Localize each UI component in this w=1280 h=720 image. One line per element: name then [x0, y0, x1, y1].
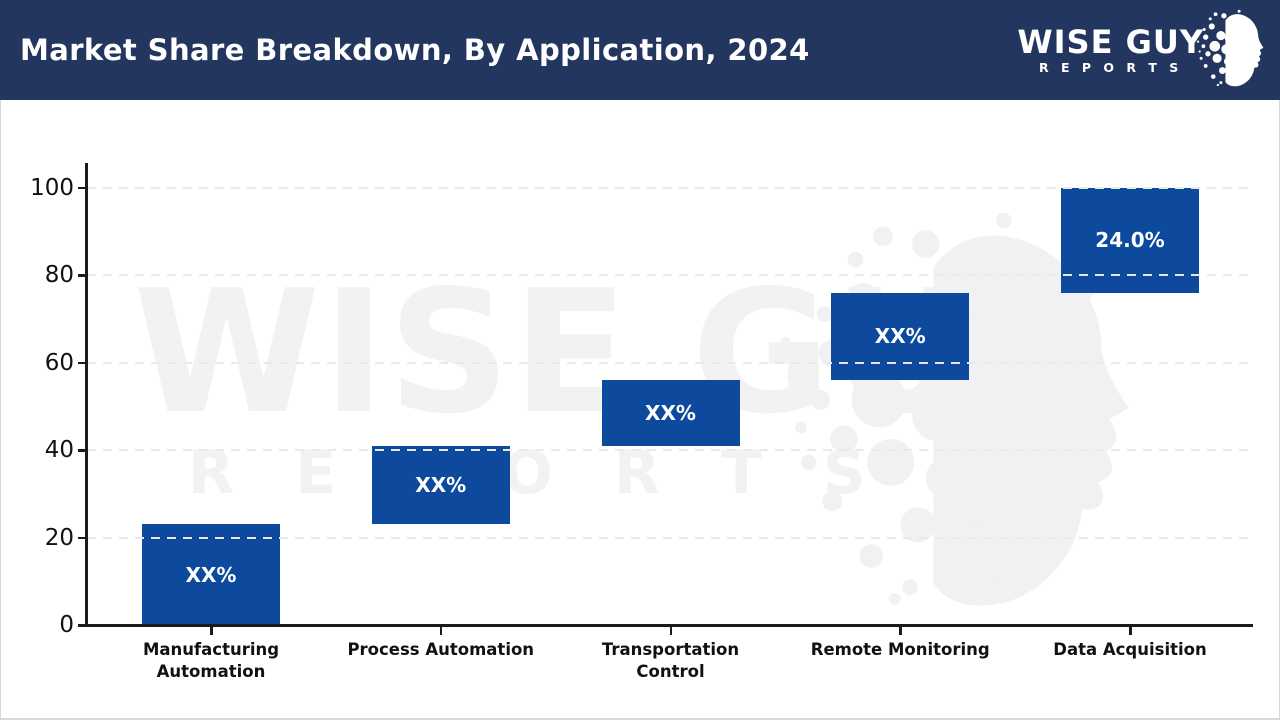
grid-line — [87, 536, 1253, 539]
x-axis-label: Remote Monitoring — [810, 640, 990, 659]
wise-guy-face-icon — [1195, 9, 1264, 87]
grid-line — [87, 274, 1253, 276]
bar — [142, 524, 280, 625]
x-axis-label: Transportation Control — [601, 640, 740, 681]
y-axis-tick-label: 100 — [30, 174, 74, 201]
y-axis-tick-label: 0 — [59, 612, 74, 638]
y-axis-tick-label: 40 — [44, 437, 74, 463]
y-axis-tick — [78, 449, 86, 452]
x-axis-tick — [899, 627, 902, 635]
y-axis-tick-label: 60 — [44, 349, 74, 376]
x-axis-label: Process Automation — [347, 640, 535, 659]
bar-value-label: XX% — [415, 473, 467, 497]
y-axis-tick — [78, 536, 86, 539]
y-axis-tick — [78, 186, 86, 189]
wise-guy-logo: WISE GUY R E P O R T S — [1017, 6, 1268, 94]
grid-line — [87, 449, 1253, 451]
y-axis-tick-label: 20 — [44, 524, 74, 551]
bar — [371, 445, 510, 525]
bar-value-label: XX% — [185, 562, 237, 587]
x-axis-tick — [1129, 627, 1132, 635]
logo-wordmark: WISE GUY R E P O R T S — [1017, 26, 1204, 75]
header: Market Share Breakdown, By Application, … — [0, 0, 1280, 100]
logo-wordmark-line2: R E P O R T S — [1039, 59, 1183, 75]
bar — [601, 380, 740, 446]
x-axis-label: Data Acquisition — [1053, 640, 1207, 659]
bar-value-label: XX% — [645, 400, 696, 425]
x-axis-tick — [669, 627, 672, 635]
x-axis-label: Manufacturing Automation — [142, 640, 280, 681]
bar — [831, 292, 970, 380]
y-axis-tick — [78, 274, 86, 277]
x-axis-line — [82, 624, 1253, 627]
logo-wordmark-line1: WISE GUY — [1017, 22, 1204, 61]
grid-line — [87, 186, 1253, 189]
watermark-subtext: R E P O R T S — [188, 438, 886, 508]
chart-title: Market Share Breakdown, By Application, … — [20, 33, 810, 67]
y-axis-tick-label: 80 — [44, 262, 74, 288]
x-axis-tick — [210, 627, 213, 635]
y-axis-tick — [78, 361, 86, 364]
bar-value-label: XX% — [874, 324, 926, 349]
y-axis-line — [85, 163, 88, 627]
x-axis-tick — [439, 627, 443, 635]
grid-line — [87, 361, 1253, 364]
bar-value-label: 24.0% — [1095, 228, 1165, 252]
